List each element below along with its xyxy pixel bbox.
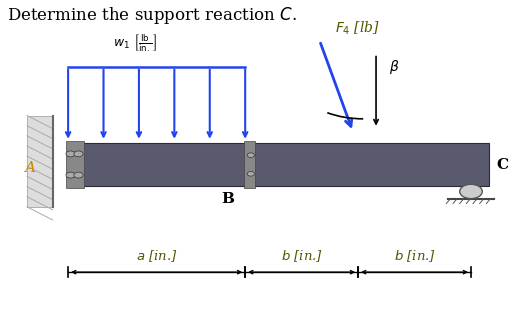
Text: C: C [496, 158, 509, 171]
Bar [68, 143, 489, 186]
Text: $w_1$ $\left[\frac{\mathrm{lb}}{\mathrm{in.}}\right]$: $w_1$ $\left[\frac{\mathrm{lb}}{\mathrm{… [114, 32, 157, 54]
Text: $b$ [in.]: $b$ [in.] [394, 248, 436, 264]
Circle shape [66, 172, 75, 178]
Circle shape [247, 171, 254, 176]
Text: $\beta$: $\beta$ [389, 58, 399, 76]
Circle shape [247, 153, 254, 158]
Circle shape [74, 172, 83, 178]
Circle shape [460, 184, 482, 199]
Text: $a$ [in.]: $a$ [in.] [136, 248, 178, 264]
Bar [27, 115, 53, 207]
Bar [244, 141, 255, 188]
Circle shape [66, 151, 75, 157]
Text: B: B [221, 192, 234, 206]
Text: Determine the support reaction $C$.: Determine the support reaction $C$. [7, 5, 296, 26]
Text: A: A [24, 161, 35, 175]
Text: $F_4$ [lb]: $F_4$ [lb] [335, 20, 380, 37]
Circle shape [74, 151, 83, 157]
Bar [66, 141, 84, 188]
Text: $b$ [in.]: $b$ [in.] [281, 248, 322, 264]
